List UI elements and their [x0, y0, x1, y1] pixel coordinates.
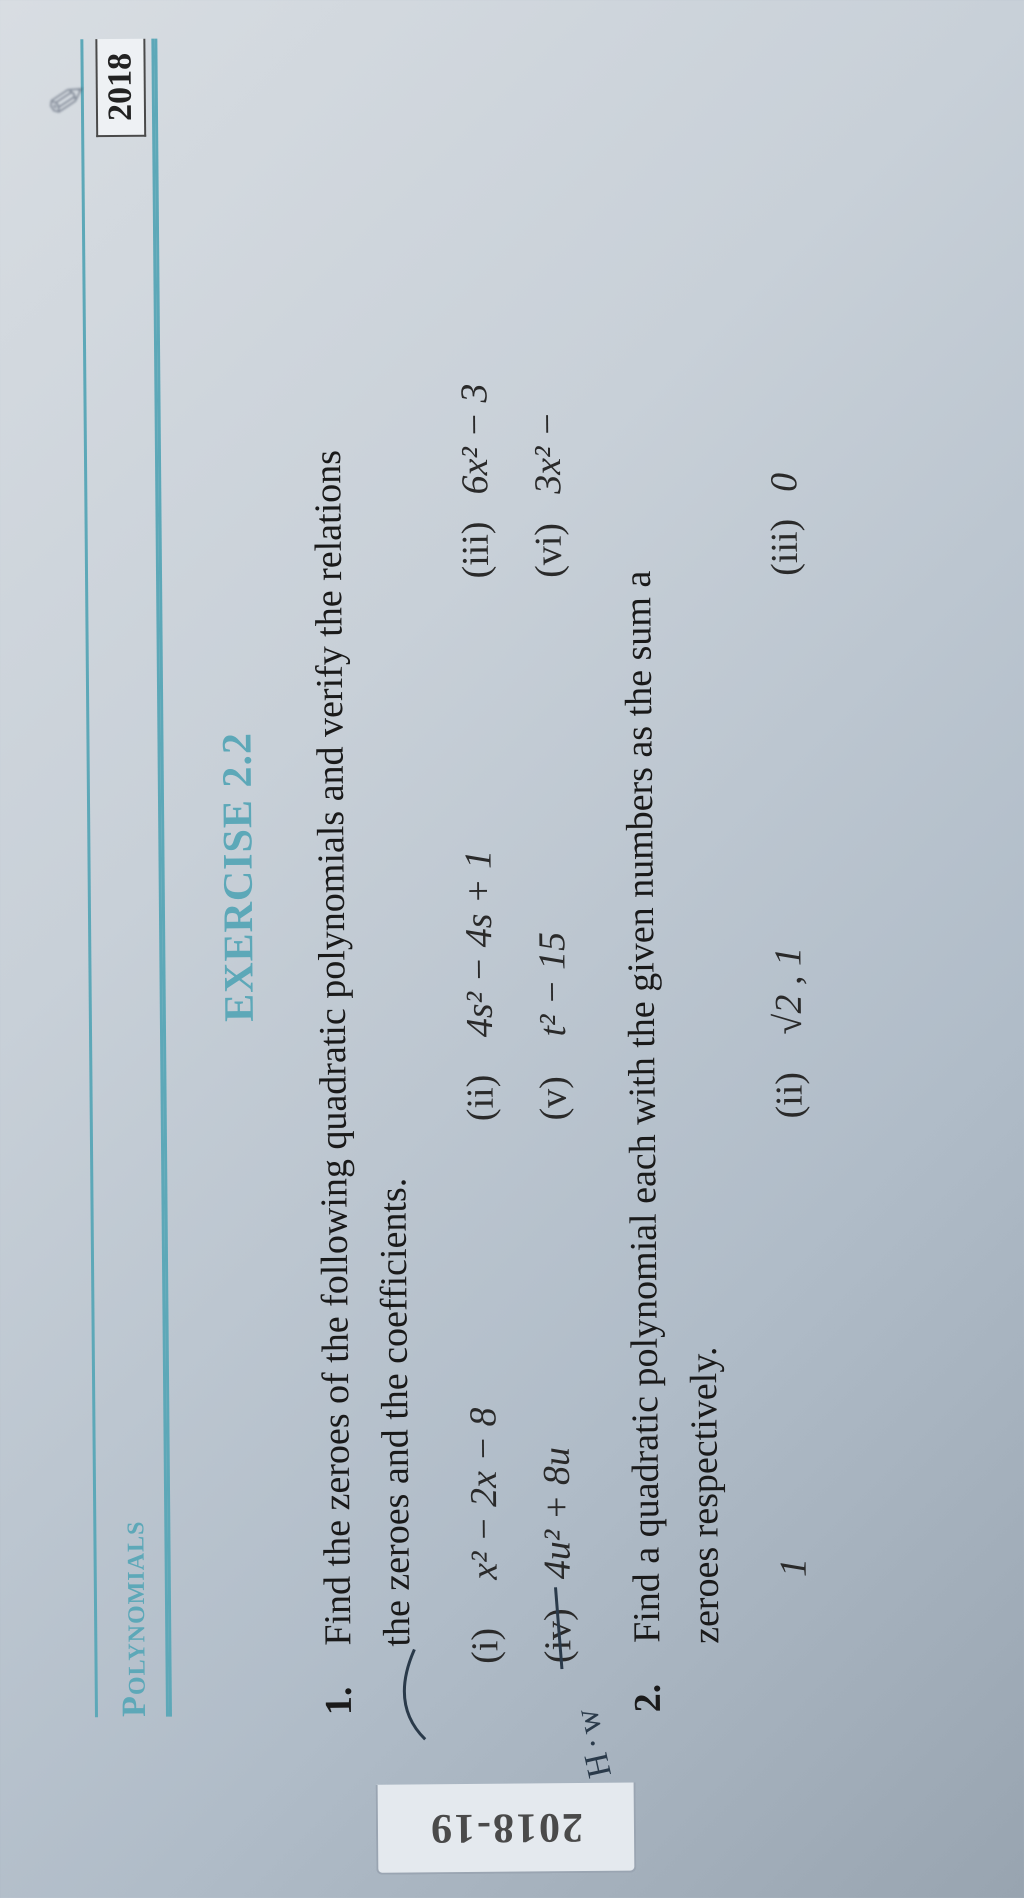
side-year-tab-label: 2018-19 [429, 1803, 583, 1852]
question-2: 2. Find a quadratic polynomial each with… [605, 34, 737, 1713]
q2-sub-i-label [764, 1591, 825, 1662]
question-1-number: 1. [309, 1655, 368, 1716]
q1-sub-iii-expr: 6x² − 3 [444, 383, 506, 494]
question-1: 1. Find the zeroes of the following quad… [295, 36, 427, 1715]
q1-sub-ii-label: (ii) [450, 1051, 511, 1122]
q1-sub-i-label: (i) [455, 1594, 516, 1665]
q2-sub-ii-label: (ii) [759, 1048, 820, 1119]
q1-sub-v: (v) t² − 15 [519, 578, 585, 1121]
q1-sub-ii-expr: 4s² − 4s + 1 [448, 850, 510, 1038]
question-2-number: 2. [619, 1652, 678, 1713]
q2-sub-iii: (iii) 0 [750, 33, 816, 576]
section-title: Polynomials [114, 1520, 154, 1717]
sheet: 2018-19 ✎ Polynomials 2018 EXERCISE 2.2 … [0, 0, 1024, 1898]
q1-row1: (i) x² − 2x − 8 (ii) 4s² − 4s + 1 (iii) … [441, 36, 516, 1714]
q1-sub-iii-label: (iii) [445, 508, 506, 579]
exercise-label-text: EXERCISE 2.2 [214, 732, 263, 1022]
q1-row2: (iv) 4u² + 8u (v) t² − 15 (vi) 3x² − [514, 35, 589, 1713]
pen-swoosh-icon [384, 1644, 435, 1744]
q2-sub-iii-label: (iii) [755, 506, 816, 577]
q1-sub-iv-label: (iv) [528, 1593, 589, 1664]
q2-sub-i-expr: 1 [764, 1558, 825, 1578]
q2-sub-i: 1 [760, 1118, 826, 1661]
q1-sub-iv: (iv) 4u² + 8u [523, 1120, 589, 1663]
q1-sub-vi-expr: 3x² − [517, 411, 579, 494]
rotated-page: 2018-19 ✎ Polynomials 2018 EXERCISE 2.2 … [8, 857, 1024, 1898]
q1-sub-i-expr: x² − 2x − 8 [453, 1407, 515, 1580]
q1-sub-v-label: (v) [523, 1050, 584, 1121]
q2-sub-ii: (ii) √2 , 1 [755, 576, 821, 1119]
exercise-label: EXERCISE 2.2 [207, 38, 270, 1716]
q1-sub-iv-expr: 4u² + 8u [526, 1447, 588, 1580]
q1-sub-vi-label: (vi) [518, 508, 579, 579]
handwritten-scribble: H · w [568, 1707, 620, 1781]
q1-sub-ii: (ii) 4s² − 4s + 1 [446, 578, 512, 1121]
question-2-line1: Find a quadratic polynomial each with th… [617, 571, 668, 1644]
q2-sub-iii-expr: 0 [754, 473, 815, 493]
side-year-tab: 2018-19 [376, 1783, 637, 1875]
question-1-line2: the zeroes and the coefficients. [354, 36, 428, 1714]
q2-row1: 1 (ii) √2 , 1 (iii) 0 [750, 33, 825, 1711]
question-1-line1: Find the zeroes of the following quadrat… [307, 450, 359, 1646]
question-2-line2: zeroes respectively. [664, 34, 738, 1712]
year-box: 2018 [95, 39, 146, 137]
q2-sub-ii-expr: √2 , 1 [758, 947, 820, 1035]
q1-sub-vi: (vi) 3x² − [514, 35, 580, 578]
q1-sub-i: (i) x² − 2x − 8 [451, 1121, 517, 1664]
q1-sub-iii: (iii) 6x² − 3 [441, 36, 507, 579]
q1-sub-v-expr: t² − 15 [522, 932, 584, 1037]
